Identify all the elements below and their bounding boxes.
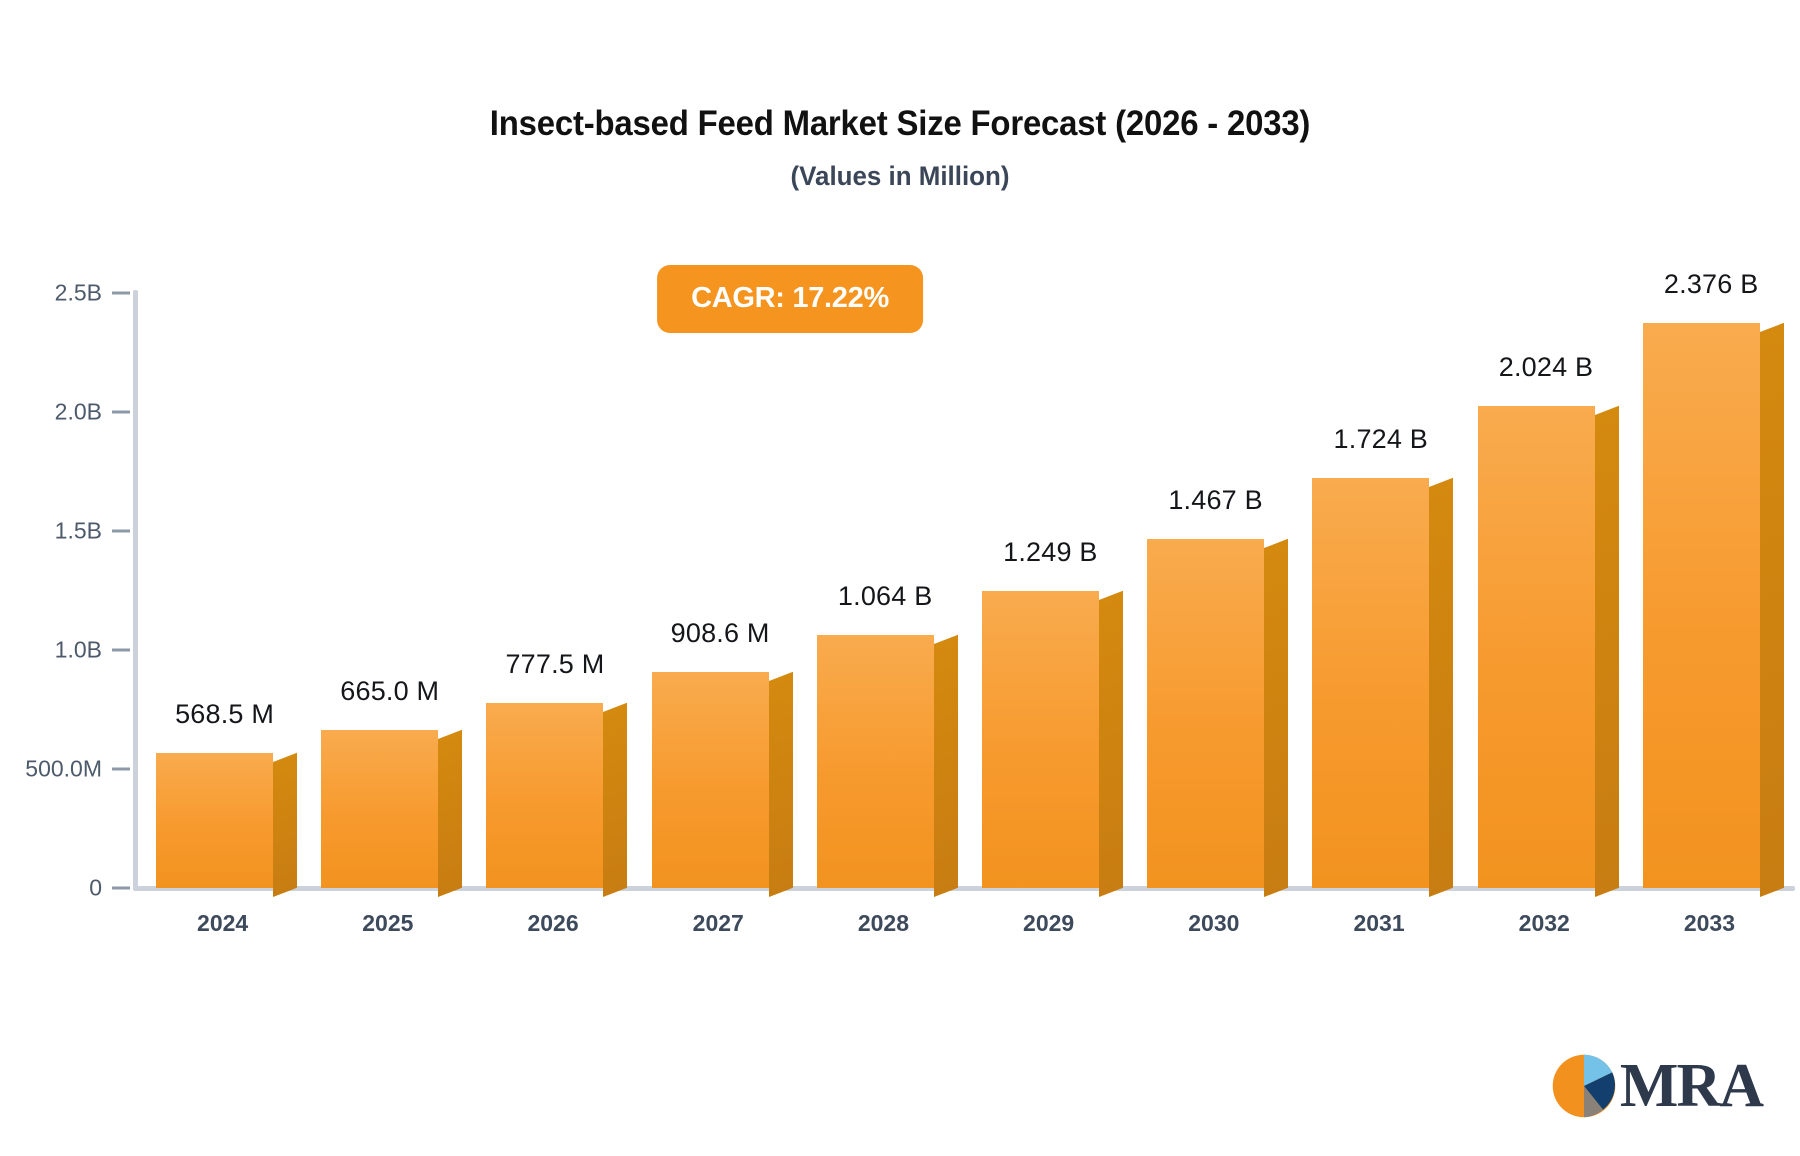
bar-side-face — [438, 729, 463, 897]
bar-2029[interactable] — [982, 590, 1124, 897]
y-axis-tick-label: 1.0B — [54, 636, 102, 663]
bar-front-face — [982, 590, 1100, 888]
bar-2030[interactable] — [1147, 538, 1289, 897]
chart-header: Insect-based Feed Market Size Forecast (… — [0, 0, 1800, 192]
y-axis-tick-mark — [112, 648, 130, 652]
y-axis-labels: 0 500.0M 1.0B 1.5B 2.0B 2.5B — [0, 0, 130, 1000]
bar-front-face — [321, 729, 439, 888]
bar-value-label: 777.5 M — [505, 648, 605, 679]
bar-group[interactable]: 2.376 B 2033 — [1625, 0, 1790, 1000]
bar-value-label: 2.376 B — [1663, 268, 1759, 299]
bar-group[interactable]: 908.6 M 2027 — [634, 0, 799, 1000]
bar-series: 568.5 M 2024 665.0 M 2025 777.5 M 2026 908.6 M… — [138, 0, 1790, 1000]
bar-group[interactable]: 1.467 B 2030 — [1129, 0, 1294, 1000]
y-axis-tick-label: 1.5B — [54, 517, 102, 544]
bar-2027[interactable] — [651, 671, 793, 897]
bar-group[interactable]: 2.024 B 2032 — [1460, 0, 1625, 1000]
bar-2033[interactable] — [1642, 322, 1784, 898]
pie-chart-icon — [1552, 1054, 1616, 1118]
bar-side-face — [1264, 538, 1289, 897]
bar-value-label: 1.467 B — [1168, 484, 1263, 515]
bar-2032[interactable] — [1477, 406, 1619, 897]
bar-group[interactable]: 1.724 B 2031 — [1294, 0, 1459, 1000]
bar-side-face — [1759, 322, 1784, 898]
x-axis-label-2025: 2025 — [362, 910, 414, 936]
bar-2026[interactable] — [486, 702, 628, 897]
x-axis-label-2029: 2029 — [1023, 910, 1075, 936]
bar-side-face — [1099, 590, 1124, 897]
bar-front-face — [1312, 477, 1430, 888]
bar-side-face — [603, 702, 628, 897]
x-axis-label-2032: 2032 — [1518, 910, 1570, 936]
y-axis-tick-mark — [112, 291, 130, 295]
bar-value-label: 2.024 B — [1498, 352, 1594, 383]
y-axis-tick-mark — [112, 767, 130, 771]
bar-group[interactable]: 1.249 B 2029 — [964, 0, 1129, 1000]
bar-2025[interactable] — [321, 729, 463, 897]
bar-value-label: 1.249 B — [1003, 536, 1098, 567]
y-axis-tick-label: 500.0M — [25, 755, 102, 782]
bar-2028[interactable] — [816, 634, 958, 897]
bar-value-label: 1.064 B — [837, 580, 933, 611]
x-axis-label-2028: 2028 — [857, 910, 910, 936]
bar-group[interactable]: 1.064 B 2028 — [799, 0, 964, 1000]
bar-value-label: 665.0 M — [340, 675, 440, 706]
bar-front-face — [1477, 406, 1595, 888]
bar-group[interactable]: 665.0 M 2025 — [303, 0, 468, 1000]
x-axis-label-2033: 2033 — [1683, 910, 1736, 936]
cagr-badge: CAGR: 17.22% — [657, 265, 923, 333]
x-axis-label-2024: 2024 — [197, 910, 249, 936]
y-axis-tick-label: 2.0B — [54, 398, 102, 425]
plot-area: 0 500.0M 1.0B 1.5B 2.0B 2.5B 568.5 M 2024 665.0… — [0, 0, 1795, 1000]
bar-group[interactable]: 568.5 M 2024 — [138, 0, 303, 1000]
bar-value-label: 568.5 M — [175, 698, 275, 729]
bar-2024[interactable] — [156, 752, 298, 897]
x-axis-line — [133, 886, 1795, 891]
y-axis-tick-mark — [112, 529, 130, 533]
bar-side-face — [1594, 406, 1619, 897]
logo-text: MRA — [1619, 1052, 1764, 1120]
bar-front-face — [156, 752, 274, 888]
bar-2031[interactable] — [1312, 477, 1454, 897]
chart-subtitle: (Values in Million) — [790, 161, 1010, 191]
x-axis-label-2027: 2027 — [692, 910, 744, 936]
bar-group[interactable]: 777.5 M 2026 — [468, 0, 633, 1000]
bar-side-face — [933, 634, 958, 897]
x-axis-label-2026: 2026 — [527, 910, 579, 936]
x-axis-label-2031: 2031 — [1353, 910, 1405, 936]
bar-front-face — [1642, 322, 1760, 888]
y-axis-tick-mark — [112, 410, 130, 414]
y-axis-tick-mark — [112, 886, 130, 890]
bar-value-label: 908.6 M — [670, 617, 770, 648]
y-axis-line — [133, 290, 138, 890]
x-axis-label-2030: 2030 — [1188, 910, 1240, 936]
y-axis-tick-label: 2.5B — [54, 279, 102, 306]
bar-side-face — [768, 671, 793, 897]
bar-front-face — [1147, 538, 1265, 888]
page-title: Insect-based Feed Market Size Forecast (… — [489, 104, 1311, 143]
bar-front-face — [486, 702, 604, 888]
bar-side-face — [273, 752, 298, 897]
bar-front-face — [651, 671, 769, 888]
bar-front-face — [816, 634, 934, 888]
y-axis-tick-label: 0 — [89, 874, 102, 901]
bar-side-face — [1429, 477, 1454, 897]
bar-value-label: 1.724 B — [1333, 423, 1429, 454]
brand-logo: MRA — [1550, 1052, 1764, 1120]
